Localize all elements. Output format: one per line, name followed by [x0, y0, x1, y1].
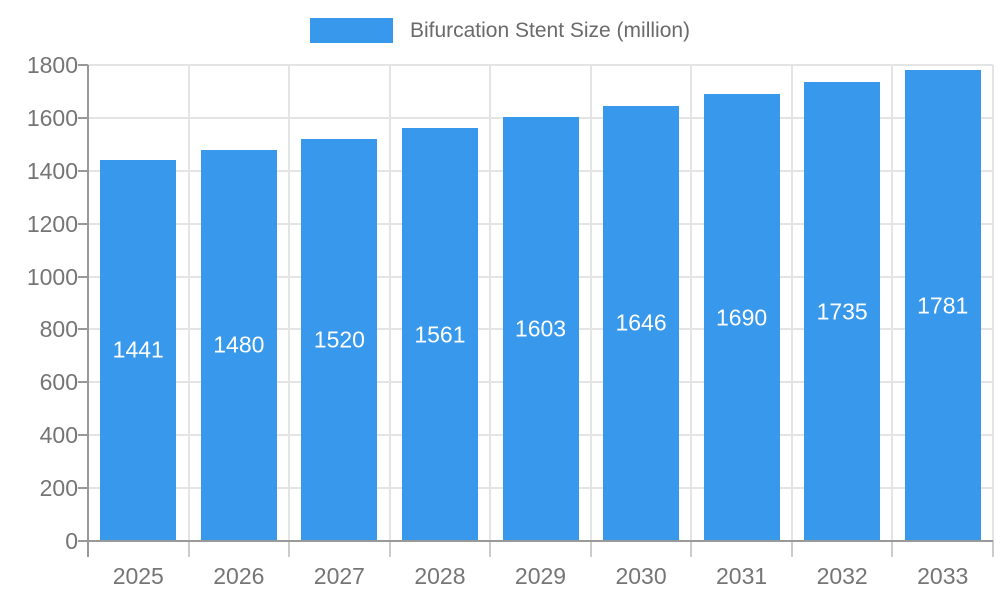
bar-value-label: 1646	[615, 309, 667, 336]
y-tick	[78, 275, 88, 278]
y-tick	[78, 487, 88, 490]
x-gridline	[992, 65, 994, 541]
y-axis-tick-label: 1800	[26, 52, 78, 78]
x-gridline	[489, 65, 492, 541]
x-tick	[690, 541, 693, 557]
y-axis-tick-label: 0	[65, 528, 78, 554]
x-axis-category-label: 2029	[514, 563, 567, 589]
bar-value-label: 1735	[816, 298, 868, 325]
bar-value-label: 1441	[112, 336, 164, 363]
x-tick	[790, 541, 793, 557]
bar-2033[interactable]: 1781	[904, 70, 981, 541]
y-tick	[78, 381, 88, 384]
bar-2030[interactable]: 1646	[603, 105, 680, 541]
x-tick	[288, 541, 291, 557]
x-axis-category-label: 2028	[414, 563, 466, 589]
bar-value-label: 1690	[716, 304, 768, 331]
y-axis-tick-label: 1200	[26, 210, 78, 237]
legend-label: Bifurcation Stent Size (million)	[409, 18, 691, 42]
x-axis-category-label: 2033	[917, 563, 969, 589]
legend-swatch	[309, 17, 393, 43]
y-tick	[78, 116, 88, 119]
bar-value-label: 1480	[213, 331, 265, 358]
x-tick	[891, 541, 894, 557]
x-tick	[489, 541, 492, 557]
x-axis-category-label: 2030	[615, 563, 667, 589]
y-axis-line	[87, 65, 89, 557]
bar-2026[interactable]: 1480	[200, 149, 277, 541]
y-tick	[78, 222, 88, 225]
x-gridline	[589, 65, 592, 541]
bar-value-label: 1603	[514, 315, 567, 342]
y-tick	[78, 328, 88, 331]
y-tick	[78, 434, 88, 437]
plot-area: 0 200 400 600 800 1000 1200 1400 1600 1800 1441 202…	[27, 52, 994, 589]
x-tick	[187, 541, 190, 557]
y-axis-tick-label: 600	[39, 369, 78, 396]
y-axis-tick-label: 1600	[26, 104, 78, 131]
x-tick	[992, 541, 994, 557]
x-gridline	[891, 65, 894, 541]
y-gridline	[88, 64, 993, 66]
x-axis-category-label: 2027	[313, 563, 365, 589]
x-gridline	[388, 65, 391, 541]
x-gridline	[187, 65, 190, 541]
bar-2027[interactable]: 1520	[301, 139, 378, 541]
bar-value-label: 1561	[414, 321, 466, 348]
bar-2032[interactable]: 1735	[804, 82, 881, 541]
x-axis-category-label: 2025	[112, 563, 164, 589]
x-gridline	[690, 65, 693, 541]
y-tick	[78, 64, 88, 66]
y-axis-tick-label: 400	[39, 422, 78, 449]
y-tick	[78, 169, 88, 172]
bar-value-label: 1781	[917, 292, 969, 319]
bar-2028[interactable]: 1561	[401, 128, 478, 541]
x-axis-category-label: 2031	[716, 563, 768, 589]
x-tick	[589, 541, 592, 557]
x-tick	[388, 541, 391, 557]
y-axis-tick-label: 1000	[26, 263, 78, 290]
bar-2025[interactable]: 1441	[100, 159, 177, 541]
x-gridline	[790, 65, 793, 541]
y-axis-tick-label: 800	[39, 316, 78, 343]
x-axis-category-label: 2026	[213, 563, 265, 589]
legend-item[interactable]: Bifurcation Stent Size (million)	[0, 16, 1000, 44]
x-axis-line	[78, 540, 993, 542]
x-gridline	[288, 65, 291, 541]
bar-2029[interactable]: 1603	[502, 117, 579, 541]
y-axis-tick-label: 200	[39, 475, 78, 502]
x-axis-category-label: 2032	[816, 563, 868, 589]
bar-2031[interactable]: 1690	[703, 94, 780, 541]
y-axis-tick-label: 1400	[26, 157, 78, 184]
bar-value-label: 1520	[313, 326, 365, 353]
